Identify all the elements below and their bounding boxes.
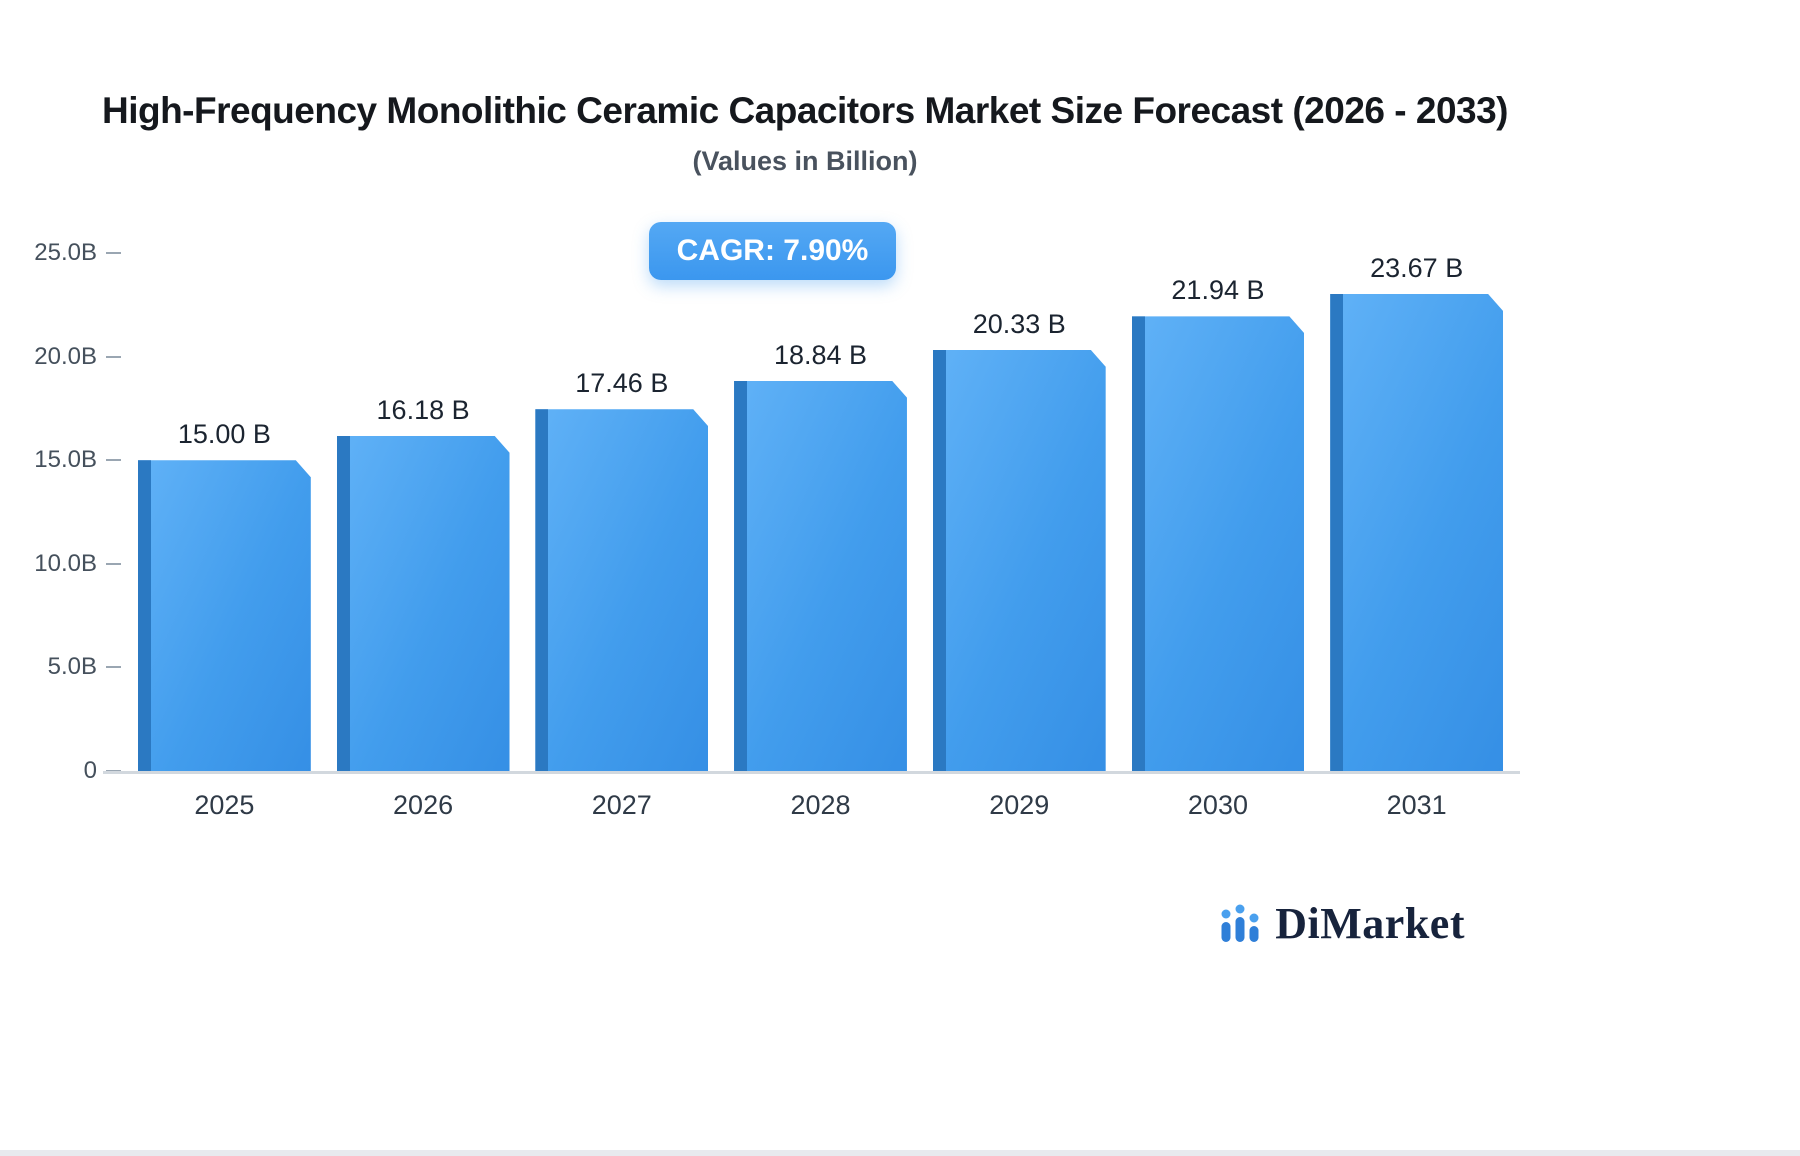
bar-cell: 20.33 B xyxy=(920,253,1119,771)
x-axis-label: 2027 xyxy=(591,790,652,820)
y-tick-label: 10.0B xyxy=(34,549,97,577)
x-axis-labels: 2025 2026 2027 2028 2029 2030 2031 xyxy=(121,774,1520,821)
brand-name: DiMarket xyxy=(1275,899,1465,948)
bar-2028[interactable] xyxy=(734,381,907,771)
bottom-strip xyxy=(0,1150,1800,1156)
bar-2026[interactable] xyxy=(337,436,510,771)
y-axis-tick: 5.0B xyxy=(48,653,121,681)
chart-subtitle: (Values in Billion) xyxy=(692,146,918,176)
brand-logo: DiMarket xyxy=(1217,898,1465,949)
y-tick-label: 25.0B xyxy=(34,239,97,266)
x-axis: 2025 2026 2027 2028 2029 2030 2031 xyxy=(25,774,1520,821)
bar-value-label: 20.33 B xyxy=(972,308,1066,339)
badge-row: CAGR: 7.90% xyxy=(25,222,1520,280)
y-tick-label: 15.0B xyxy=(34,446,97,474)
x-axis-label: 2025 xyxy=(194,790,255,820)
bar-2031[interactable] xyxy=(1330,294,1503,771)
dimarket-icon xyxy=(1221,904,1259,942)
bar-value-label: 21.94 B xyxy=(1171,275,1265,306)
bar-value-label: 15.00 B xyxy=(177,419,271,450)
bar-value-label: 16.18 B xyxy=(376,394,470,425)
plot-area: 15.00 B 16.18 B 17.46 B 18.84 B 20.33 B 21.94… xyxy=(103,253,1520,774)
bar-2030[interactable] xyxy=(1132,316,1305,771)
y-axis-tick: 10.0B xyxy=(34,550,121,578)
y-axis-tick: 20.0B xyxy=(34,343,121,371)
y-tick-label: 20.0B xyxy=(34,342,97,370)
bar-2025[interactable] xyxy=(138,460,311,771)
cagr-badge: CAGR: 7.90% xyxy=(648,222,897,280)
x-axis-label: 2030 xyxy=(1187,790,1248,820)
chart-content: High-Frequency Monolithic Ceramic Capaci… xyxy=(25,0,1585,1156)
y-tick-mark xyxy=(106,355,121,358)
y-axis: 25.0B 20.0B 15.0B 10.0B 5.0B 0 xyxy=(25,239,121,784)
y-tick-label: 5.0B xyxy=(47,653,97,681)
bar-2029[interactable] xyxy=(933,350,1106,771)
y-tick-mark xyxy=(106,666,121,669)
y-axis-tick: 15.0B xyxy=(34,446,121,474)
y-tick-mark xyxy=(106,459,121,462)
y-tick-label: 0 xyxy=(83,757,97,784)
x-axis-label: 2026 xyxy=(393,790,454,820)
y-axis-tick: 25.0B xyxy=(34,239,121,267)
bar-cell: 21.94 B xyxy=(1119,253,1318,771)
bar-cell: 15.00 B xyxy=(125,253,324,771)
x-axis-label: 2029 xyxy=(989,790,1050,820)
bar-cell: 16.18 B xyxy=(324,253,523,771)
bar-cell: 23.67 B xyxy=(1317,253,1516,771)
bar-cell: 18.84 B xyxy=(721,253,920,771)
bar-value-label: 18.84 B xyxy=(773,339,868,370)
x-axis-label: 2031 xyxy=(1386,790,1447,820)
bar-cell: 17.46 B xyxy=(522,253,721,771)
x-axis-label: 2028 xyxy=(790,790,851,820)
bar-2027[interactable] xyxy=(535,409,708,771)
bar-value-label: 23.67 B xyxy=(1370,253,1464,283)
y-tick-mark xyxy=(106,562,121,565)
chart-title: High-Frequency Monolithic Ceramic Capaci… xyxy=(101,90,1509,131)
y-tick-mark xyxy=(106,252,121,254)
bar-value-label: 17.46 B xyxy=(575,368,669,399)
bar-chart: 25.0B 20.0B 15.0B 10.0B 5.0B 0 15.00 B 16.18 B… xyxy=(25,239,1520,784)
